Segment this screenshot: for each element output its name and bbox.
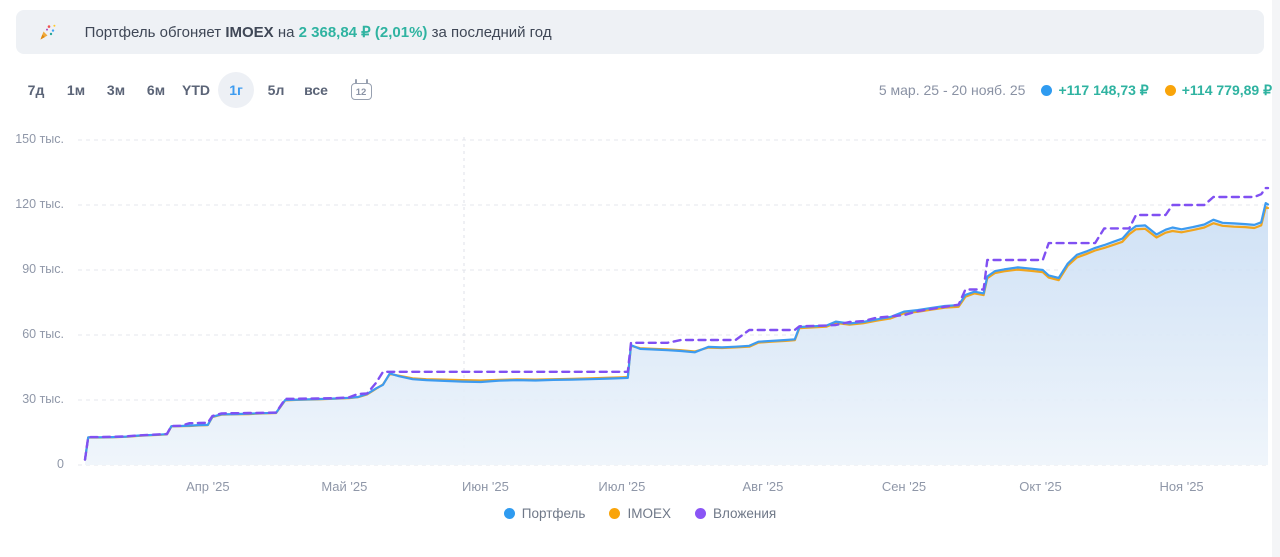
legend-dot-IMOEX	[609, 507, 621, 519]
banner-text-middle: на	[273, 24, 299, 41]
x-axis: Апр '25 Май '25 Июн '25 Июл '25 Авг '25 Сен '…	[0, 479, 1280, 499]
period-button-все[interactable]: все	[304, 82, 328, 98]
period-button-6м[interactable]: 6м	[146, 82, 166, 98]
party-popper-icon	[40, 24, 56, 40]
chart-legend: Портфель IMOEX Вложения	[0, 502, 1280, 524]
performance-banner: Портфель обгоняет IMOEX на 2 368,84 ₽ (2…	[16, 10, 1264, 54]
series-line-Вложения	[83, 186, 1270, 461]
performance-chart[interactable]	[0, 125, 1280, 470]
delta-IMOEX: +114 779,89 ₽	[1164, 82, 1272, 99]
period-button-1г[interactable]: 1г	[218, 72, 254, 108]
x-tick-Май: Май '25	[321, 479, 368, 494]
period-button-YTD[interactable]: YTD	[182, 82, 210, 98]
legend-label: Портфель	[521, 505, 586, 521]
range-summary: 5 мар. 25 - 20 нояб. 25 +117 148,73 ₽ +11…	[879, 82, 1272, 99]
calendar-day-number: 12	[355, 86, 367, 98]
period-group: 7д 1м 3м 6м YTD 1г 5л все 12	[16, 72, 376, 108]
banner-text-after: за последний год	[427, 24, 552, 41]
banner-text: Портфель обгоняет IMOEX на 2 368,84 ₽ (2…	[68, 6, 552, 58]
period-button-1м[interactable]: 1м	[66, 82, 86, 98]
chart-area: 0 30 тыс. 60 тыс. 90 тыс. 120 тыс. 150 тыс.	[0, 125, 1280, 471]
calendar-button[interactable]: 12	[346, 75, 376, 105]
period-button-5л[interactable]: 5л	[267, 82, 285, 98]
banner-index-name: IMOEX	[225, 24, 274, 41]
y-tick-60: 60 тыс.	[22, 327, 64, 341]
period-button-7д[interactable]: 7д	[27, 82, 45, 98]
period-button-3м[interactable]: 3м	[106, 82, 126, 98]
x-tick-Сен: Сен '25	[881, 479, 927, 494]
legend-item-Вложения[interactable]: Вложения	[694, 505, 777, 521]
legend-item-Портфель[interactable]: Портфель	[503, 505, 586, 521]
banner-text-before: Портфель обгоняет	[84, 24, 226, 41]
legend-dot-Вложения	[694, 507, 706, 519]
x-tick-Июн: Июн '25	[461, 479, 509, 494]
y-tick-150: 150 тыс.	[15, 132, 64, 146]
x-tick-Ноя: Ноя '25	[1159, 479, 1204, 494]
y-tick-30: 30 тыс.	[22, 392, 64, 406]
date-range-label: 5 мар. 25 - 20 нояб. 25	[878, 82, 1026, 98]
page-right-gutter	[1272, 0, 1280, 557]
delta-dot-Портфель	[1041, 84, 1053, 96]
x-tick-Июл: Июл '25	[598, 479, 646, 494]
banner-gain-value: 2 368,84 ₽ (2,01%)	[298, 24, 428, 41]
legend-label: Вложения	[712, 505, 777, 521]
calendar-icon: 12	[350, 79, 372, 100]
y-tick-0: 0	[57, 457, 64, 471]
portfolio-area-fill	[85, 203, 1268, 465]
delta-Портфель: +117 148,73 ₽	[1041, 82, 1149, 99]
delta-dot-IMOEX	[1164, 84, 1176, 96]
y-tick-90: 90 тыс.	[22, 262, 64, 276]
x-tick-Авг: Авг '25	[742, 479, 784, 494]
legend-label: IMOEX	[627, 505, 671, 521]
chart-series-lines	[83, 186, 1270, 461]
legend-dot-Портфель	[503, 507, 515, 519]
legend-item-IMOEX[interactable]: IMOEX	[609, 506, 671, 521]
x-tick-Окт: Окт '25	[1019, 479, 1062, 494]
chart-toolbar: 7д 1м 3м 6м YTD 1г 5л все 12 5 мар. 25 - 20 ноя…	[16, 72, 1272, 108]
y-tick-120: 120 тыс.	[15, 197, 64, 211]
x-tick-Апр: Апр '25	[186, 479, 230, 494]
